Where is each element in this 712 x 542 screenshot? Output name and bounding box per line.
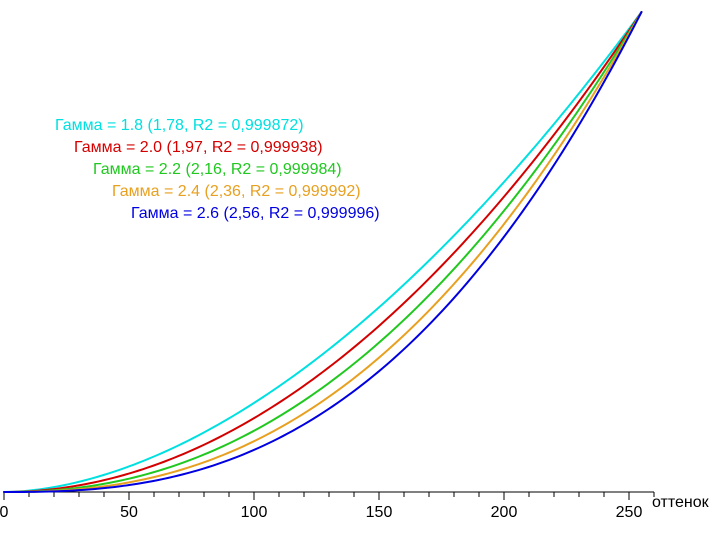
x-tick-0: 0 [0,504,8,522]
gamma-chart: Гамма = 1.8 (1,78, R2 = 0,999872) Гамма … [0,0,712,542]
x-tick-100: 100 [241,504,268,522]
x-tick-150: 150 [366,504,393,522]
legend-item-gamma-2-0: Гамма = 2.0 (1,97, R2 = 0,999938) [74,139,323,157]
x-tick-250: 250 [616,504,643,522]
x-tick-50: 50 [120,504,138,522]
legend-item-gamma-1-8: Гамма = 1.8 (1,78, R2 = 0,999872) [55,117,304,135]
chart-canvas [0,0,712,542]
legend-item-gamma-2-6: Гамма = 2.6 (2,56, R2 = 0,999996) [131,205,380,223]
legend-item-gamma-2-2: Гамма = 2.2 (2,16, R2 = 0,999984) [93,161,342,179]
legend-item-gamma-2-4: Гамма = 2.4 (2,36, R2 = 0,999992) [112,183,361,201]
x-axis-label: оттенок [652,494,709,512]
x-tick-200: 200 [491,504,518,522]
